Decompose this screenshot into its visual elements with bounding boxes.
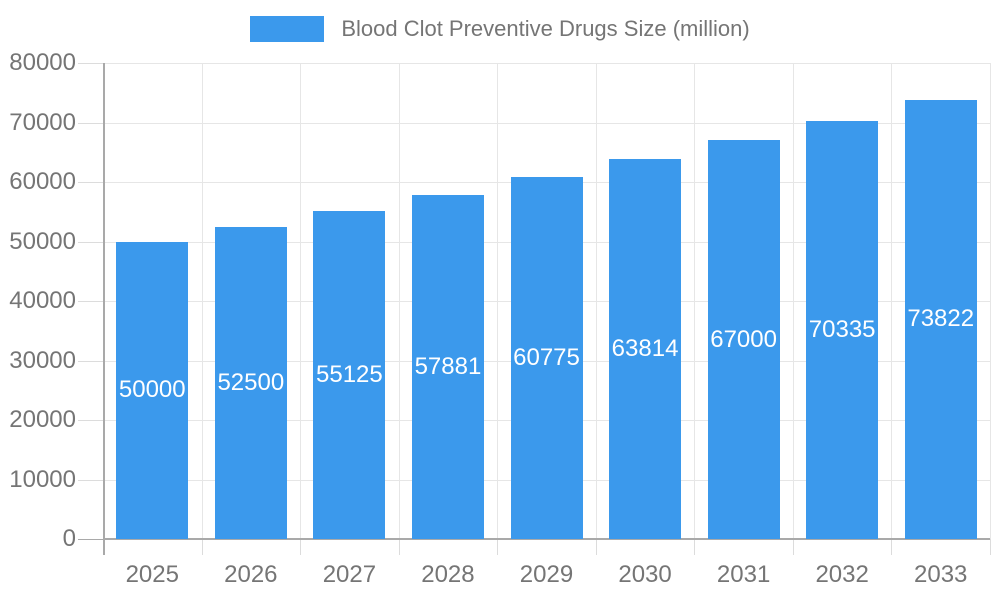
y-tick-label: 70000 bbox=[9, 108, 76, 136]
y-axis-tick bbox=[78, 301, 103, 302]
bar-value-label: 55125 bbox=[316, 360, 383, 388]
y-axis-tick bbox=[78, 63, 103, 64]
x-axis-tick bbox=[595, 539, 597, 555]
x-axis-tick bbox=[497, 539, 499, 555]
x-axis-tick bbox=[398, 539, 400, 555]
y-tick-label: 10000 bbox=[9, 465, 76, 493]
bar-value-label: 57881 bbox=[414, 352, 482, 380]
chart-legend: Blood Clot Preventive Drugs Size (millio… bbox=[0, 16, 1000, 42]
y-tick-label: 0 bbox=[62, 525, 76, 552]
y-tick-label: 40000 bbox=[9, 287, 76, 314]
bar: 60775 bbox=[510, 177, 583, 539]
x-axis-tick bbox=[792, 539, 794, 555]
bar-value-label: 70335 bbox=[808, 315, 876, 343]
bar: 52500 bbox=[214, 226, 287, 539]
bar: 57881 bbox=[411, 194, 484, 539]
v-gridline bbox=[497, 63, 499, 539]
v-gridline bbox=[595, 63, 597, 539]
y-axis-line bbox=[103, 63, 105, 555]
x-tick-label: 2030 bbox=[618, 561, 672, 588]
x-tick-label: 2029 bbox=[519, 561, 574, 588]
v-gridline bbox=[300, 63, 302, 539]
y-axis-tick bbox=[78, 241, 103, 243]
x-tick-label: 2031 bbox=[716, 561, 771, 588]
x-tick-label: 2028 bbox=[421, 561, 475, 588]
y-axis-tick bbox=[78, 420, 103, 421]
v-gridline bbox=[891, 63, 893, 539]
x-axis-tick bbox=[694, 539, 696, 555]
y-axis-tick bbox=[78, 539, 103, 540]
bar: 70335 bbox=[806, 120, 879, 539]
legend-swatch bbox=[250, 16, 325, 42]
x-axis-baseline bbox=[103, 538, 990, 540]
v-gridline bbox=[990, 63, 991, 539]
bar-value-label: 60775 bbox=[513, 344, 580, 372]
v-gridline bbox=[201, 63, 203, 539]
x-axis-tick bbox=[201, 539, 203, 555]
x-tick-label: 2026 bbox=[224, 561, 278, 588]
y-axis-tick bbox=[78, 122, 103, 124]
bar-value-label: 67000 bbox=[710, 325, 777, 353]
y-axis-tick bbox=[78, 479, 103, 481]
h-gridline bbox=[103, 122, 990, 124]
y-tick-label: 20000 bbox=[9, 406, 76, 433]
legend-label: Blood Clot Preventive Drugs Size (millio… bbox=[341, 16, 750, 41]
x-tick-label: 2033 bbox=[914, 561, 968, 588]
bar-value-label: 50000 bbox=[118, 376, 186, 404]
v-gridline bbox=[792, 63, 794, 539]
bar-value-label: 63814 bbox=[611, 335, 679, 363]
bar: 63814 bbox=[609, 159, 682, 539]
h-gridline bbox=[103, 63, 990, 64]
y-tick-label: 80000 bbox=[9, 49, 76, 76]
bar: 55125 bbox=[313, 211, 386, 539]
x-axis-tick bbox=[300, 539, 302, 555]
x-axis-tick bbox=[990, 539, 991, 555]
y-axis-tick bbox=[78, 360, 103, 362]
bar: 73822 bbox=[904, 99, 977, 539]
x-axis-tick bbox=[891, 539, 893, 555]
bar-value-label: 52500 bbox=[217, 368, 285, 396]
bar-value-label: 73822 bbox=[907, 305, 975, 333]
x-tick-label: 2027 bbox=[322, 561, 377, 588]
y-tick-label: 60000 bbox=[9, 168, 76, 195]
bar: 50000 bbox=[116, 241, 189, 539]
bar: 67000 bbox=[707, 140, 780, 539]
y-tick-label: 50000 bbox=[9, 227, 76, 255]
v-gridline bbox=[398, 63, 400, 539]
y-axis-tick bbox=[78, 182, 103, 183]
v-gridline bbox=[694, 63, 696, 539]
y-tick-label: 30000 bbox=[9, 346, 76, 374]
x-tick-label: 2032 bbox=[815, 561, 869, 588]
x-tick-label: 2025 bbox=[125, 561, 179, 588]
